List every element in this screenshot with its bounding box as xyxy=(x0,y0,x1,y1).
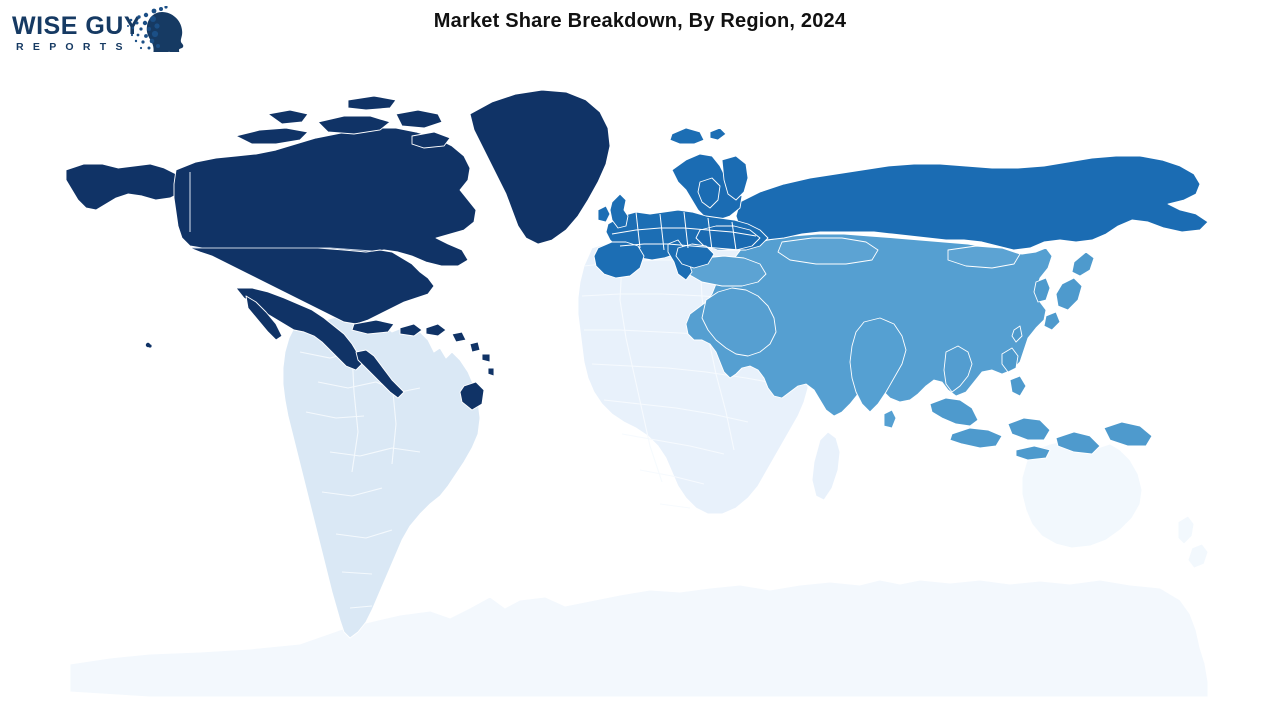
country-indonesia xyxy=(930,398,1100,460)
country-taiwan xyxy=(1012,326,1022,342)
south-america-internal-borders xyxy=(299,351,421,609)
country-balkans xyxy=(676,244,714,268)
caribbean-islands xyxy=(351,319,495,377)
country-madagascar xyxy=(812,432,840,500)
country-kazakhstan xyxy=(778,238,878,264)
country-finland xyxy=(722,156,748,200)
logo-wordmark-secondary: R E P O R T S xyxy=(16,41,126,53)
country-mexico xyxy=(236,288,362,370)
country-indochina xyxy=(944,346,972,392)
tier1-regions xyxy=(66,90,610,410)
logo-wordmark-primary: WISE GUY xyxy=(12,12,141,40)
head-silhouette-icon xyxy=(146,12,184,56)
country-japan xyxy=(1044,252,1094,330)
country-scandinavia xyxy=(672,154,742,220)
tier2-regions xyxy=(564,128,1208,280)
page-title: Market Share Breakdown, By Region, 2024 xyxy=(433,10,847,32)
country-ireland xyxy=(598,206,610,222)
country-arabian-peninsula xyxy=(702,288,776,356)
country-svalbard xyxy=(670,128,726,144)
canadian-arctic-islands xyxy=(234,95,451,149)
tier3-regions xyxy=(686,234,1152,460)
country-french-guiana xyxy=(460,382,484,410)
country-united-states xyxy=(190,248,434,324)
country-united-kingdom xyxy=(610,194,628,228)
dot-cloud-icon xyxy=(127,6,168,50)
country-antarctica xyxy=(70,580,1208,697)
world-choropleth-map xyxy=(0,52,1280,720)
country-alaska xyxy=(66,164,186,210)
country-iberia xyxy=(594,242,644,278)
country-new-zealand xyxy=(1178,516,1208,568)
country-greenland xyxy=(470,90,610,244)
country-russia xyxy=(736,156,1208,250)
country-central-america xyxy=(356,350,404,398)
country-papua-new-guinea xyxy=(1104,422,1152,446)
country-philippines xyxy=(1002,348,1026,396)
country-eastern-europe xyxy=(696,226,760,250)
country-mongolia xyxy=(948,246,1020,268)
wise-guy-reports-logo: WISE GUY R E P O R T S xyxy=(10,6,190,56)
country-korea xyxy=(1034,278,1050,302)
europe-internal-borders xyxy=(611,211,757,251)
country-baja-california xyxy=(246,296,282,340)
island-dot-hawaii xyxy=(148,344,152,348)
us-canada-border xyxy=(189,172,373,252)
country-india xyxy=(850,318,906,412)
country-sri-lanka xyxy=(884,410,896,428)
